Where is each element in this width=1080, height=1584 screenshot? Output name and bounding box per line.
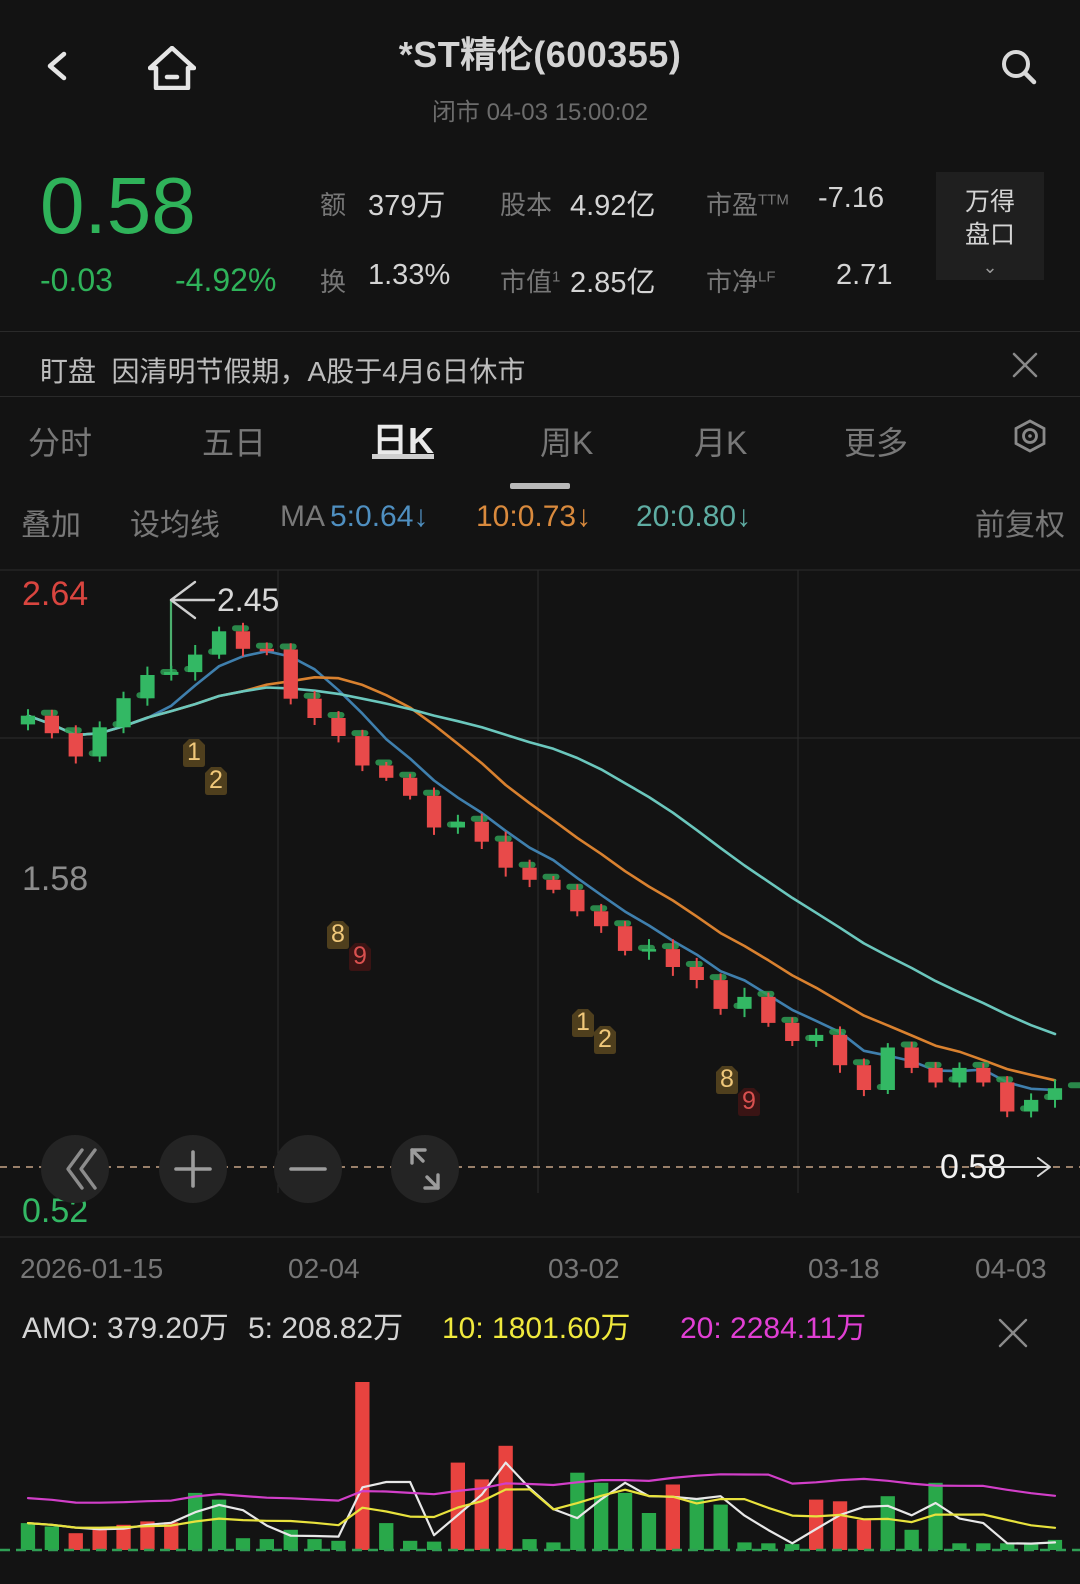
svg-text:9: 9: [353, 942, 367, 970]
svg-text:1: 1: [576, 1008, 590, 1036]
svg-text:03-02: 03-02: [548, 1253, 620, 1284]
svg-text:1.58: 1.58: [22, 860, 88, 898]
svg-text:2.45: 2.45: [217, 582, 279, 618]
svg-text:04-03: 04-03: [975, 1253, 1047, 1284]
svg-text:9: 9: [742, 1087, 756, 1115]
svg-text:20: 2284.11万: 20: 2284.11万: [680, 1312, 866, 1345]
svg-text:2026-01-15: 2026-01-15: [20, 1253, 163, 1284]
svg-text:2.64: 2.64: [22, 575, 88, 613]
svg-text:5: 208.82万: 5: 208.82万: [248, 1312, 403, 1345]
svg-text:8: 8: [720, 1065, 734, 1093]
svg-text:2: 2: [598, 1025, 612, 1053]
svg-text:2: 2: [209, 766, 223, 794]
svg-text:10: 1801.60万: 10: 1801.60万: [442, 1312, 630, 1345]
svg-text:02-04: 02-04: [288, 1253, 360, 1284]
svg-text:AMO: 379.20万: AMO: 379.20万: [22, 1312, 229, 1345]
svg-text:03-18: 03-18: [808, 1253, 880, 1284]
svg-text:8: 8: [331, 920, 345, 948]
svg-text:1: 1: [187, 738, 201, 766]
